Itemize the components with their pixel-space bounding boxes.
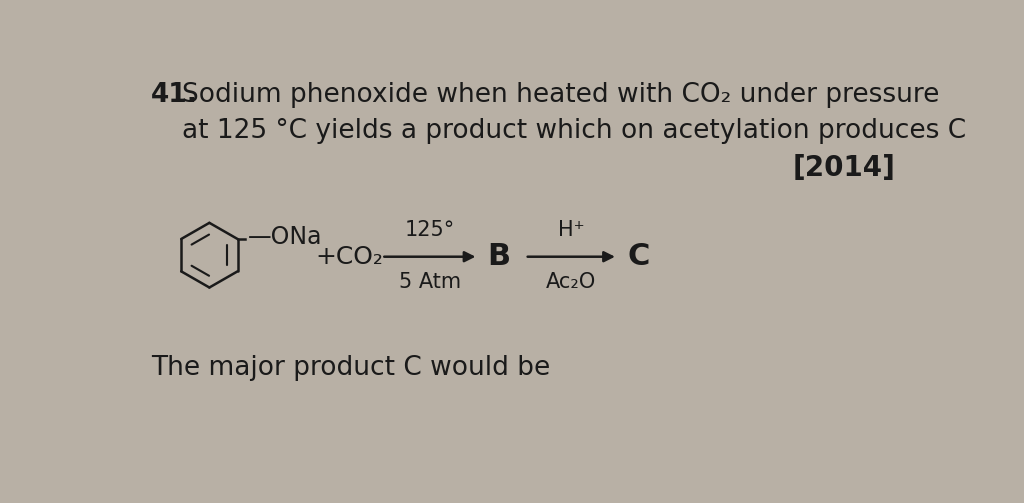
Text: [2014]: [2014] bbox=[793, 153, 895, 182]
Text: H⁺: H⁺ bbox=[558, 220, 585, 240]
Text: at 125 °C yields a product which on acetylation produces C: at 125 °C yields a product which on acet… bbox=[182, 118, 967, 144]
Text: 41.: 41. bbox=[152, 82, 198, 108]
Text: B: B bbox=[487, 242, 511, 271]
Text: C: C bbox=[627, 242, 649, 271]
Text: —ONa: —ONa bbox=[248, 225, 323, 249]
Text: The major product C would be: The major product C would be bbox=[152, 355, 551, 381]
Text: Ac₂O: Ac₂O bbox=[546, 272, 596, 292]
Text: 125°: 125° bbox=[404, 220, 455, 240]
Text: +CO₂: +CO₂ bbox=[315, 245, 383, 269]
Text: 5 Atm: 5 Atm bbox=[398, 272, 461, 292]
Text: Sodium phenoxide when heated with CO₂ under pressure: Sodium phenoxide when heated with CO₂ un… bbox=[182, 82, 940, 108]
